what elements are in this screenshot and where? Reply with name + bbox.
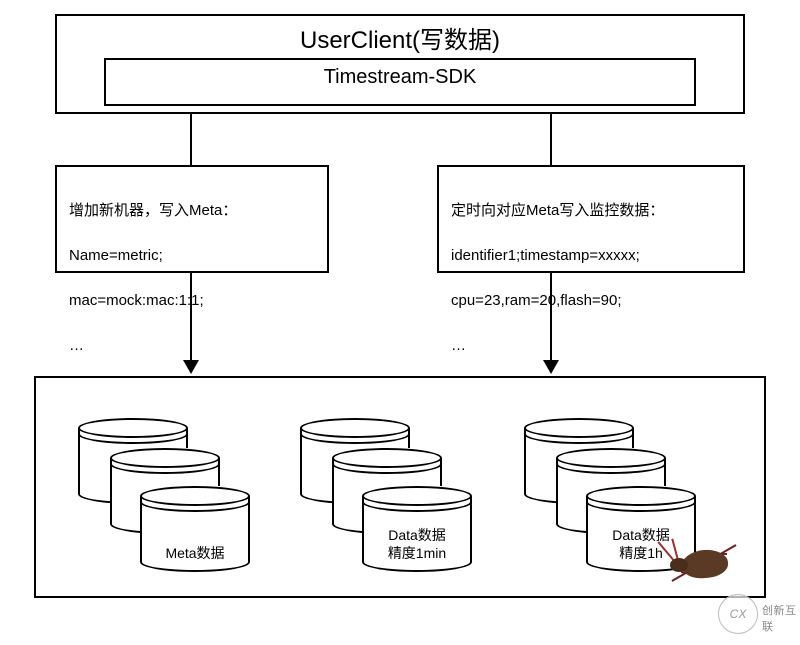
watermark-logo-icon: CX [718, 594, 758, 634]
cyl-meta-2-label: Meta数据 [140, 545, 250, 563]
note-left-l3: … [69, 337, 84, 354]
userclient-title: UserClient(写数据) [57, 16, 743, 55]
note-left-l1: Name=metric; [69, 247, 163, 264]
cyl-1min-2-label: Data数据 精度1min [362, 527, 472, 562]
note-left: 增加新机器，写入Meta： Name=metric; mac=mock:mac:… [55, 165, 329, 273]
note-right-l3: … [451, 337, 466, 354]
sdk-box: Timestream-SDK [104, 58, 696, 106]
note-right-l1: identifier1;timestamp=xxxxx; [451, 247, 640, 264]
note-right-l2: cpu=23,ram=20,flash=90; [451, 292, 622, 309]
watermark-logo-text: CX [730, 607, 747, 621]
watermark-text: 创新互联 [762, 602, 800, 634]
note-right: 定时向对应Meta写入监控数据： identifier1;timestamp=x… [437, 165, 745, 273]
arrow-right-head [543, 360, 559, 374]
note-left-l2: mac=mock:mac:1:1; [69, 292, 204, 309]
cyl-meta-2: Meta数据 [140, 486, 250, 572]
sdk-title: Timestream-SDK [106, 60, 694, 89]
note-left-l0: 增加新机器，写入Meta： [69, 202, 237, 219]
cyl-1min-2: Data数据 精度1min [362, 486, 472, 572]
arrow-left-head [183, 360, 199, 374]
note-right-l0: 定时向对应Meta写入监控数据： [451, 202, 664, 219]
watermark-bug-icon [660, 540, 748, 596]
